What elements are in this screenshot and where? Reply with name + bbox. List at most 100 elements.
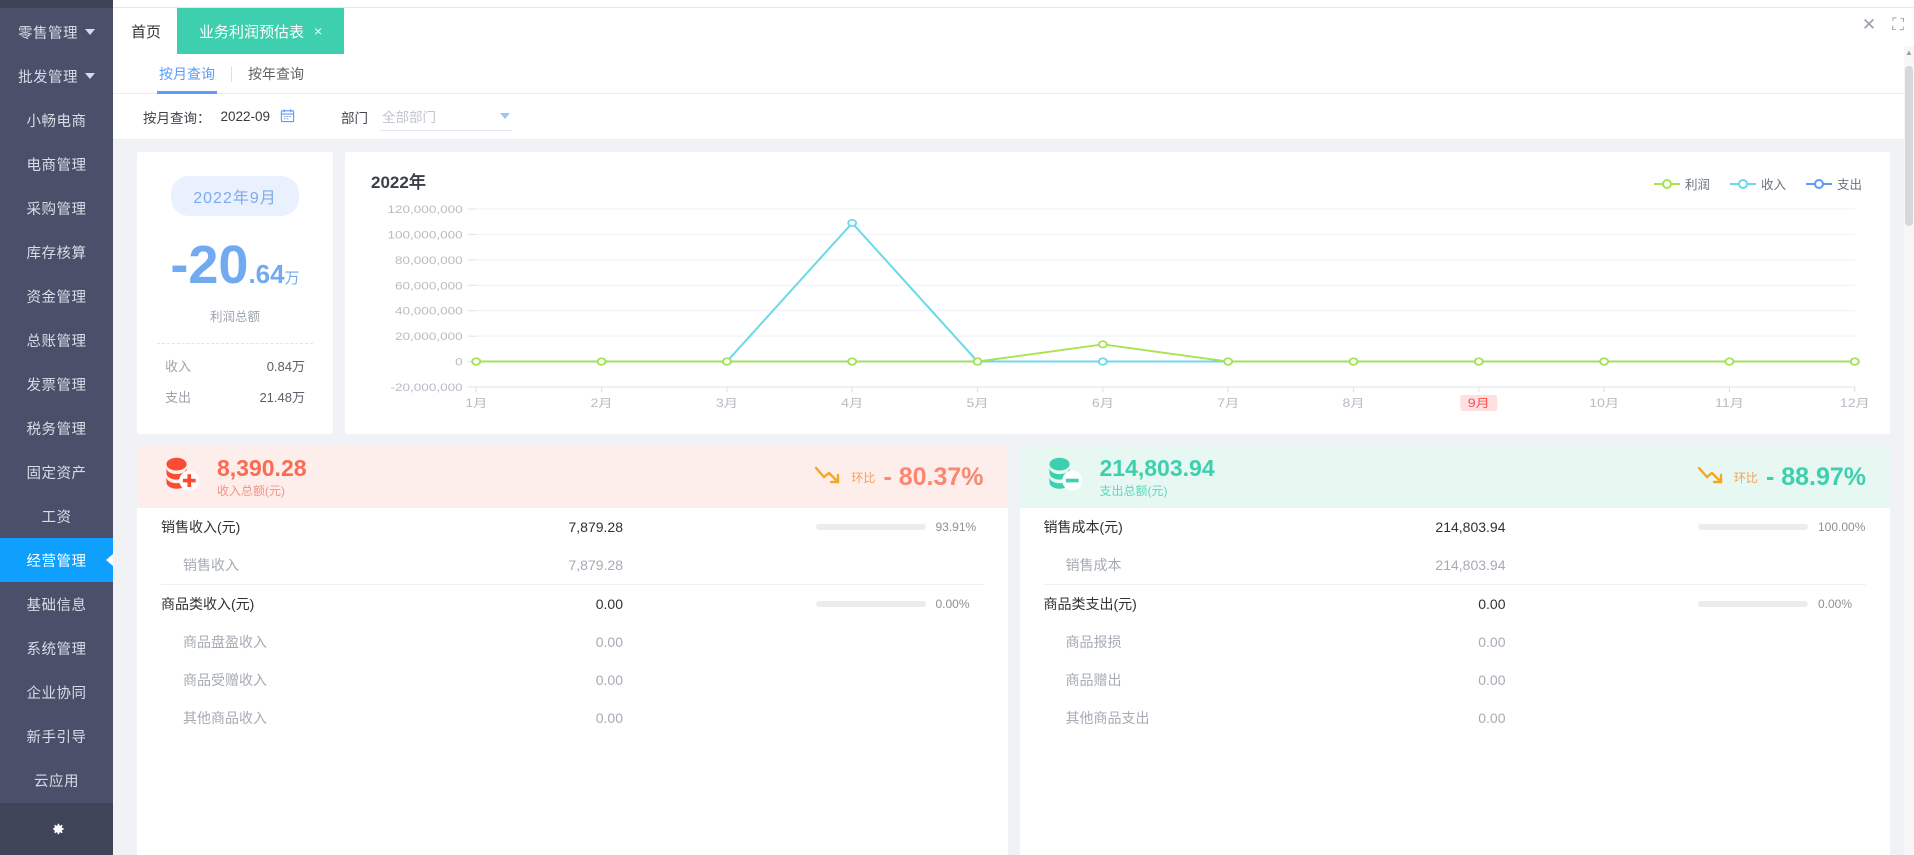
gear-icon[interactable] [48,820,66,838]
legend-item-2[interactable]: 支出 [1805,174,1862,193]
sidebar-item-5[interactable]: 库存核算 [0,230,113,274]
sidebar-item-label: 固定资产 [26,465,87,482]
sidebar-item-label: 资金管理 [26,289,87,306]
tab-yearly-query[interactable]: 按年查询 [232,54,320,94]
chevron-down-icon[interactable] [500,112,511,119]
sidebar-item-1[interactable]: 批发管理 [0,54,113,98]
filter-bar: 按月查询： 2022-09 部门 全部部门 [113,94,1914,140]
progress-track [1698,524,1808,530]
income-detail-row-name: 商品盘盈收入 [183,634,267,650]
tab-bar: 首页 业务利润预估表 × ✕ ⛶ [113,8,1914,54]
income-detail-row-value: 0.00 [595,634,623,650]
sidebar-footer[interactable] [0,803,113,855]
line-chart: -20,000,000 0 20,000,000 40,000,000 60,000,0… [387,203,1870,411]
income-detail-row-value: 7,879.28 [568,557,624,573]
sidebar-item-12[interactable]: 经营管理 [0,538,113,582]
expense-detail-row-progress: 100.00% [1698,520,1866,534]
sidebar-item-15[interactable]: 企业协同 [0,670,113,714]
income-detail-row: 商品盘盈收入 0.00 [137,623,1008,661]
sidebar-item-6[interactable]: 资金管理 [0,274,113,318]
income-card-header: 8,390.28 收入总额(元) 环比 - 80.37% [137,446,1008,508]
income-detail-row: 商品受赠收入 0.00 [137,661,1008,699]
sidebar-item-label: 新手引导 [26,729,87,746]
sidebar: 零售管理 批发管理小畅电商电商管理 采购管理 库存核算资金管理总账管理发票管理税务管理… [0,0,113,855]
sidebar-item-13[interactable]: 基础信息 [0,582,113,626]
coin-stack-plus-icon [161,454,217,501]
income-detail-row-name: 销售收入(元) [161,519,241,535]
legend-marker-icon [1729,178,1756,189]
window-close-icon[interactable]: ✕ [1861,15,1877,34]
expense-detail-row-name: 销售成本 [1065,557,1122,573]
period-badge: 2022年9月 [171,176,299,216]
department-select[interactable]: 全部部门 [380,103,513,131]
progress-track [1698,601,1808,607]
main-area: 首页 业务利润预估表 × ✕ ⛶ 按月查询 按年查询 按月查询： 2022-09 [113,0,1914,855]
tab-home-label: 首页 [131,23,162,41]
window-maximize-icon[interactable]: ⛶ [1892,15,1904,34]
sidebar-item-10[interactable]: 固定资产 [0,450,113,494]
svg-text:120,000,000: 120,000,000 [387,203,462,215]
income-total-caption: 收入总额(元) [217,484,285,499]
legend-item-0[interactable]: 利润 [1653,174,1710,193]
sidebar-item-4[interactable]: 采购管理 [0,186,113,230]
tab-active-label: 业务利润预估表 [199,23,305,41]
sidebar-item-label: 发票管理 [26,377,87,394]
sidebar-item-0[interactable]: 零售管理 [0,10,113,54]
sidebar-item-8[interactable]: 发票管理 [0,362,113,406]
profit-unit: 万 [284,270,300,287]
legend-item-1[interactable]: 收入 [1729,174,1786,193]
sidebar-item-label: 小畅电商 [26,113,87,130]
row-divider [161,584,984,585]
vertical-scrollbar[interactable]: ▲ [1904,46,1914,855]
expense-detail-row: 商品赠出 0.00 [1020,661,1891,699]
income-detail-row-name: 其他商品收入 [183,710,267,726]
svg-text:3月: 3月 [716,396,738,409]
sidebar-item-16[interactable]: 新手引导 [0,714,113,758]
income-detail-row-name: 销售收入 [183,557,239,573]
legend-label: 利润 [1684,178,1710,192]
expense-detail-row-value: 214,803.94 [1435,557,1506,573]
summary-expense-value: 21.48万 [259,390,305,405]
svg-text:60,000,000: 60,000,000 [395,279,463,291]
chevron-down-icon[interactable] [85,29,95,35]
sidebar-item-17[interactable]: 云应用 [0,758,113,802]
expense-detail-row: 销售成本 214,803.94 [1020,546,1891,584]
calendar-icon[interactable] [280,108,295,126]
progress-percent: 93.91% [935,520,977,534]
income-detail-row-progress: 93.91% [815,520,984,534]
sidebar-item-14[interactable]: 系统管理 [0,626,113,670]
svg-text:20,000,000: 20,000,000 [395,330,463,342]
sidebar-item-7[interactable]: 总账管理 [0,318,113,362]
tab-yearly-query-label: 按年查询 [248,65,304,82]
sidebar-item-9[interactable]: 税务管理 [0,406,113,450]
svg-text:11月: 11月 [1715,396,1744,409]
profit-total-value: -20.64万 [137,238,333,292]
sidebar-item-3[interactable]: 电商管理 [0,142,113,186]
sidebar-item-label: 税务管理 [26,421,87,438]
content-area: 2022年9月 -20.64万 利润总额 收入 0.84万 支出 21.48万 … [113,140,1914,855]
detail-row: 8,390.28 收入总额(元) 环比 - 80.37% [137,446,1890,855]
svg-text:0: 0 [455,356,463,368]
scrollbar-thumb[interactable] [1905,66,1913,226]
progress-track [815,524,926,530]
department-filter-label: 部门 [341,110,369,126]
tab-business-profit-report[interactable]: 业务利润预估表 × [177,8,345,54]
expense-detail-row-value: 214,803.94 [1435,519,1506,535]
tab-monthly-query[interactable]: 按月查询 [143,54,231,94]
department-filter: 部门 全部部门 [341,103,513,131]
scroll-up-arrow[interactable]: ▲ [1905,48,1913,57]
chevron-down-icon[interactable] [85,73,95,79]
close-icon[interactable]: × [314,23,323,39]
summary-row-expense: 支出 21.48万 [137,375,333,406]
sidebar-item-label: 经营管理 [26,553,87,570]
svg-text:7月: 7月 [1217,396,1239,409]
svg-text:6月: 6月 [1092,396,1114,409]
tab-home[interactable]: 首页 [113,8,177,54]
window-controls: ✕ ⛶ [1862,16,1904,33]
sidebar-item-11[interactable]: 工资 [0,494,113,538]
svg-text:4月: 4月 [841,396,863,409]
income-detail-row-progress: 0.00% [815,597,984,611]
sidebar-item-2[interactable]: 小畅电商 [0,98,113,142]
coin-stack-minus-icon [1044,454,1100,501]
month-filter-value[interactable]: 2022-09 [220,109,271,124]
